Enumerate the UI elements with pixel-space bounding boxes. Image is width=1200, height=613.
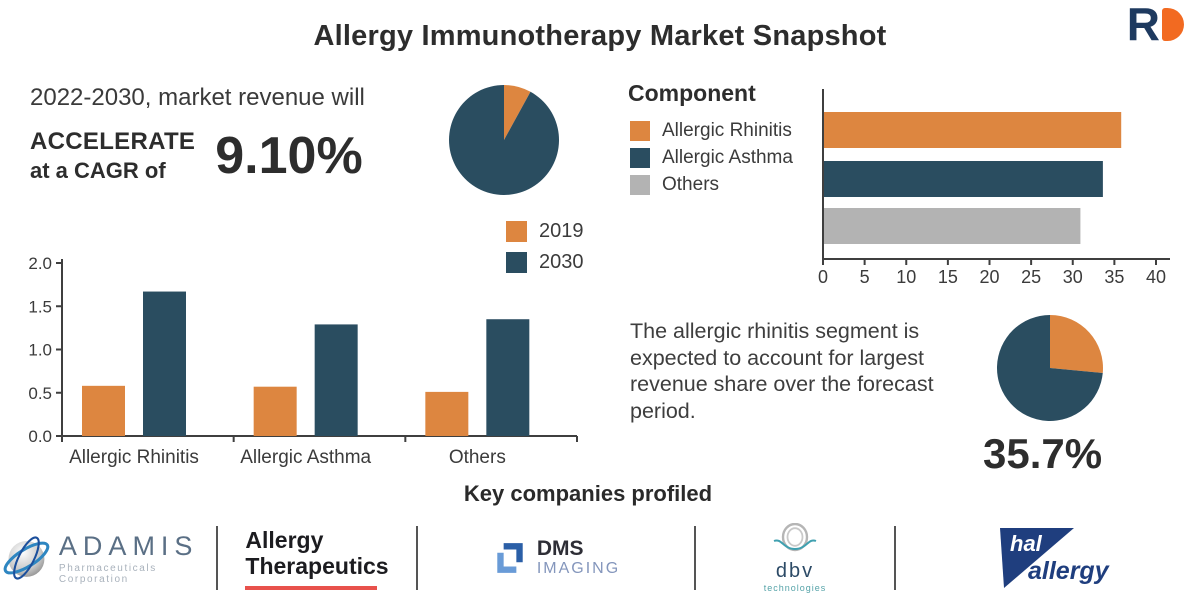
x-tick-label: 40: [1146, 267, 1166, 287]
company-dbv: dbv technologies: [696, 523, 894, 593]
allergy-therapeutics-line2: Therapeutics: [245, 552, 389, 579]
y-tick-label: 1.5: [28, 297, 52, 316]
cagr-value: 9.10%: [215, 127, 363, 185]
component-legend: Allergic Rhinitis Allergic Asthma Others: [630, 120, 793, 196]
legend-item-others: Others: [630, 174, 793, 196]
years-pie-svg: [449, 85, 560, 195]
x-tick-label: 5: [860, 267, 870, 287]
legend-swatch-asthma: [630, 148, 650, 168]
hal-triangle-icon: [1000, 528, 1074, 588]
component-bars-svg: 0 5 10 15 20 25 30 35 40: [818, 89, 1170, 287]
company-adamis: ADAMIS Pharmaceuticals Corporation: [0, 529, 216, 587]
dbv-subtitle: technologies: [763, 583, 827, 593]
dms-brackets-icon: [497, 543, 523, 573]
divider: [894, 526, 896, 590]
share-pie-svg: [996, 315, 1103, 421]
dbv-name: dbv: [775, 560, 815, 582]
highlight-line1: 2022-2030, market revenue will: [30, 84, 365, 111]
category-label: Allergic Rhinitis: [69, 447, 199, 468]
brand-letter-r: R: [1126, 0, 1160, 50]
pie-slice: [449, 85, 560, 195]
hal-allergy-logo: hal allergy: [1000, 528, 1110, 588]
cagr-highlight: 2022-2030, market revenue will ACCELERAT…: [30, 84, 440, 186]
y-tick-label: 0.0: [28, 427, 52, 446]
allergy-therapeutics-line1: Allergy: [245, 526, 324, 553]
component-chart-title: Component: [628, 80, 756, 106]
red-underline: [245, 585, 378, 590]
divider: [416, 526, 418, 590]
legend-label-2019: 2019: [539, 220, 584, 242]
legend-label-rhinitis: Allergic Rhinitis: [662, 120, 792, 141]
x-tick-label: 20: [979, 267, 999, 287]
legend-swatch-2019: [506, 221, 527, 242]
category-label: Others: [449, 447, 506, 468]
company-allergy-therapeutics: Allergy Therapeutics: [218, 527, 416, 590]
years-legend: 2019 2030: [506, 220, 584, 274]
divider: [216, 526, 218, 590]
share-value: 35.7%: [983, 430, 1103, 477]
y-tick-label: 0.5: [28, 384, 52, 403]
companies-strip: ADAMIS Pharmaceuticals Corporation Aller…: [0, 516, 1200, 600]
insight-text: The allergic rhinitis segment is expecte…: [630, 319, 934, 423]
bar-Allergic Asthma: [824, 161, 1103, 197]
legend-swatch-rhinitis: [630, 121, 650, 141]
adamis-subtitle: Pharmaceuticals Corporation: [58, 563, 157, 585]
bar-2019: [253, 386, 297, 436]
legend-label-others: Others: [662, 174, 720, 195]
bar-2019: [82, 385, 125, 436]
dms-name: DMS: [536, 537, 584, 560]
dbv-rings-icon: [773, 523, 817, 552]
page-title: Allergy Immunotherapy Market Snapshot: [313, 20, 887, 52]
divider: [694, 526, 696, 590]
bar-2019: [425, 391, 469, 436]
pie-slice: [1050, 315, 1103, 373]
x-tick-label: 10: [896, 267, 916, 287]
y-tick-label: 2.0: [28, 254, 52, 273]
legend-swatch-others: [630, 175, 650, 195]
x-tick-label: 15: [938, 267, 958, 287]
legend-label-asthma: Allergic Asthma: [662, 147, 793, 168]
adamis-globe-icon: [3, 536, 50, 580]
bar-Others: [824, 208, 1081, 244]
pie-slice: [996, 315, 1103, 421]
adamis-name: ADAMIS: [58, 531, 199, 561]
companies-heading: Key companies profiled: [463, 481, 713, 506]
dms-subtitle: IMAGING: [536, 560, 621, 577]
bar-2030: [143, 291, 186, 436]
legend-item-2019: 2019: [506, 220, 584, 243]
highlight-accelerate: ACCELERATE: [30, 128, 196, 155]
legend-item-rhinitis: Allergic Rhinitis: [630, 120, 793, 142]
pie-slice: [504, 85, 531, 140]
company-dms-imaging: DMS IMAGING: [418, 538, 694, 578]
bar-2030: [314, 324, 358, 436]
bar-Allergic Rhinitis: [824, 112, 1122, 148]
legend-swatch-2030: [506, 252, 527, 273]
x-tick-label: 25: [1021, 267, 1041, 287]
brand-logo: R: [1126, 0, 1184, 50]
y-tick-label: 1.0: [28, 341, 52, 360]
bar-2030: [486, 319, 530, 436]
x-tick-label: 30: [1063, 267, 1083, 287]
x-tick-label: 35: [1104, 267, 1124, 287]
brand-d-icon: [1162, 8, 1184, 41]
hal-allergy-word: allergy: [1028, 557, 1110, 585]
highlight-cagr-prefix: at a CAGR of: [30, 158, 166, 183]
segment-bars-svg: 0.0 0.5 1.0 1.5 2.0 Allergic Rhinitis Allergic…: [28, 254, 578, 468]
legend-item-2030: 2030: [506, 251, 584, 274]
category-label: Allergic Asthma: [240, 447, 371, 468]
x-tick-label: 0: [818, 267, 828, 287]
legend-label-2030: 2030: [539, 251, 584, 273]
hal-name: hal: [1010, 531, 1043, 556]
legend-item-asthma: Allergic Asthma: [630, 147, 793, 169]
company-hal-allergy: hal allergy: [896, 526, 1200, 590]
